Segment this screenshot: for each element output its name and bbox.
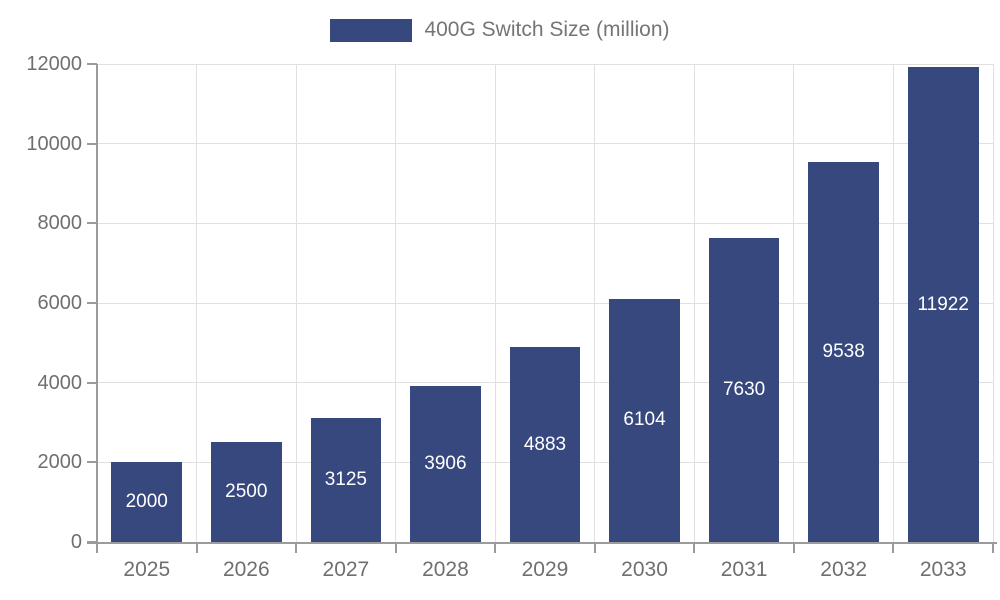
legend-swatch (330, 18, 413, 42)
bar-value-label: 2000 (125, 491, 168, 513)
y-tick (87, 461, 97, 464)
y-tick-label: 6000 (37, 292, 83, 314)
x-tick (892, 542, 895, 553)
x-tick-label: 2026 (222, 558, 270, 581)
x-tick (494, 542, 497, 553)
x-tick-label: 2029 (521, 558, 569, 581)
x-gridline (196, 64, 198, 542)
x-tick-label: 2028 (422, 558, 469, 581)
x-gridline (992, 64, 994, 542)
x-tick-label: 2025 (123, 558, 171, 581)
x-tick (593, 542, 596, 553)
bar-value-label: 4883 (523, 433, 567, 455)
bar[interactable]: 2000 (111, 462, 183, 542)
y-tick (87, 222, 97, 225)
bar[interactable]: 7630 (708, 238, 780, 542)
bar-value-label: 2500 (225, 481, 268, 503)
y-tick (87, 63, 97, 65)
x-gridline (494, 64, 496, 542)
y-tick-label: 2000 (37, 451, 83, 474)
y-tick (87, 142, 97, 145)
y-gridline (97, 222, 993, 224)
legend[interactable]: 400G Switch Size (million) (0, 18, 1000, 42)
x-gridline (892, 64, 894, 542)
bar[interactable]: 6104 (609, 298, 680, 542)
y-tick-label: 10000 (26, 132, 82, 155)
x-tick (693, 542, 696, 553)
y-tick-label: 12000 (26, 53, 82, 75)
x-gridline (793, 64, 795, 542)
y-tick-label: 0 (70, 531, 82, 553)
x-gridline (295, 64, 297, 542)
x-tick-label: 2033 (919, 558, 967, 581)
bar-value-label: 3125 (324, 468, 367, 490)
y-gridline (97, 63, 993, 65)
bar[interactable]: 9538 (808, 162, 879, 542)
bar[interactable]: 3125 (310, 417, 382, 542)
x-tick (195, 542, 198, 553)
x-tick-label: 2032 (820, 558, 867, 581)
bar[interactable]: 11922 (907, 67, 979, 542)
x-gridline (693, 64, 695, 542)
x-gridline (395, 64, 397, 542)
x-tick-label: 2027 (322, 558, 370, 581)
x-tick (992, 542, 994, 553)
y-gridline (97, 302, 993, 304)
y-axis-line (96, 64, 98, 544)
plot-area: 0 2000 4000 6000 8000 10000 12000 2000 2025 2500 2… (26, 53, 997, 581)
y-tick (87, 302, 97, 304)
bar-value-label: 6104 (623, 409, 666, 431)
legend-label: 400G Switch Size (million) (424, 18, 670, 41)
x-tick (792, 542, 795, 553)
bar-value-label: 7630 (722, 379, 766, 401)
y-gridline (97, 143, 993, 145)
x-gridline (594, 64, 596, 542)
x-tick-label: 2030 (621, 558, 668, 581)
x-tick (96, 542, 98, 553)
bar-value-label: 11922 (917, 293, 969, 315)
bar[interactable]: 2500 (210, 442, 282, 542)
x-tick-label: 2031 (720, 558, 768, 581)
y-tick-label: 8000 (37, 212, 83, 235)
x-tick (394, 542, 397, 553)
y-tick-label: 4000 (37, 371, 83, 394)
x-tick (295, 542, 298, 553)
bar-value-label: 3906 (424, 453, 467, 475)
bar[interactable]: 4883 (509, 347, 581, 542)
bar-value-label: 9538 (822, 341, 865, 363)
bar[interactable]: 3906 (410, 386, 481, 542)
x-axis-line (87, 542, 997, 544)
y-tick (87, 381, 97, 384)
